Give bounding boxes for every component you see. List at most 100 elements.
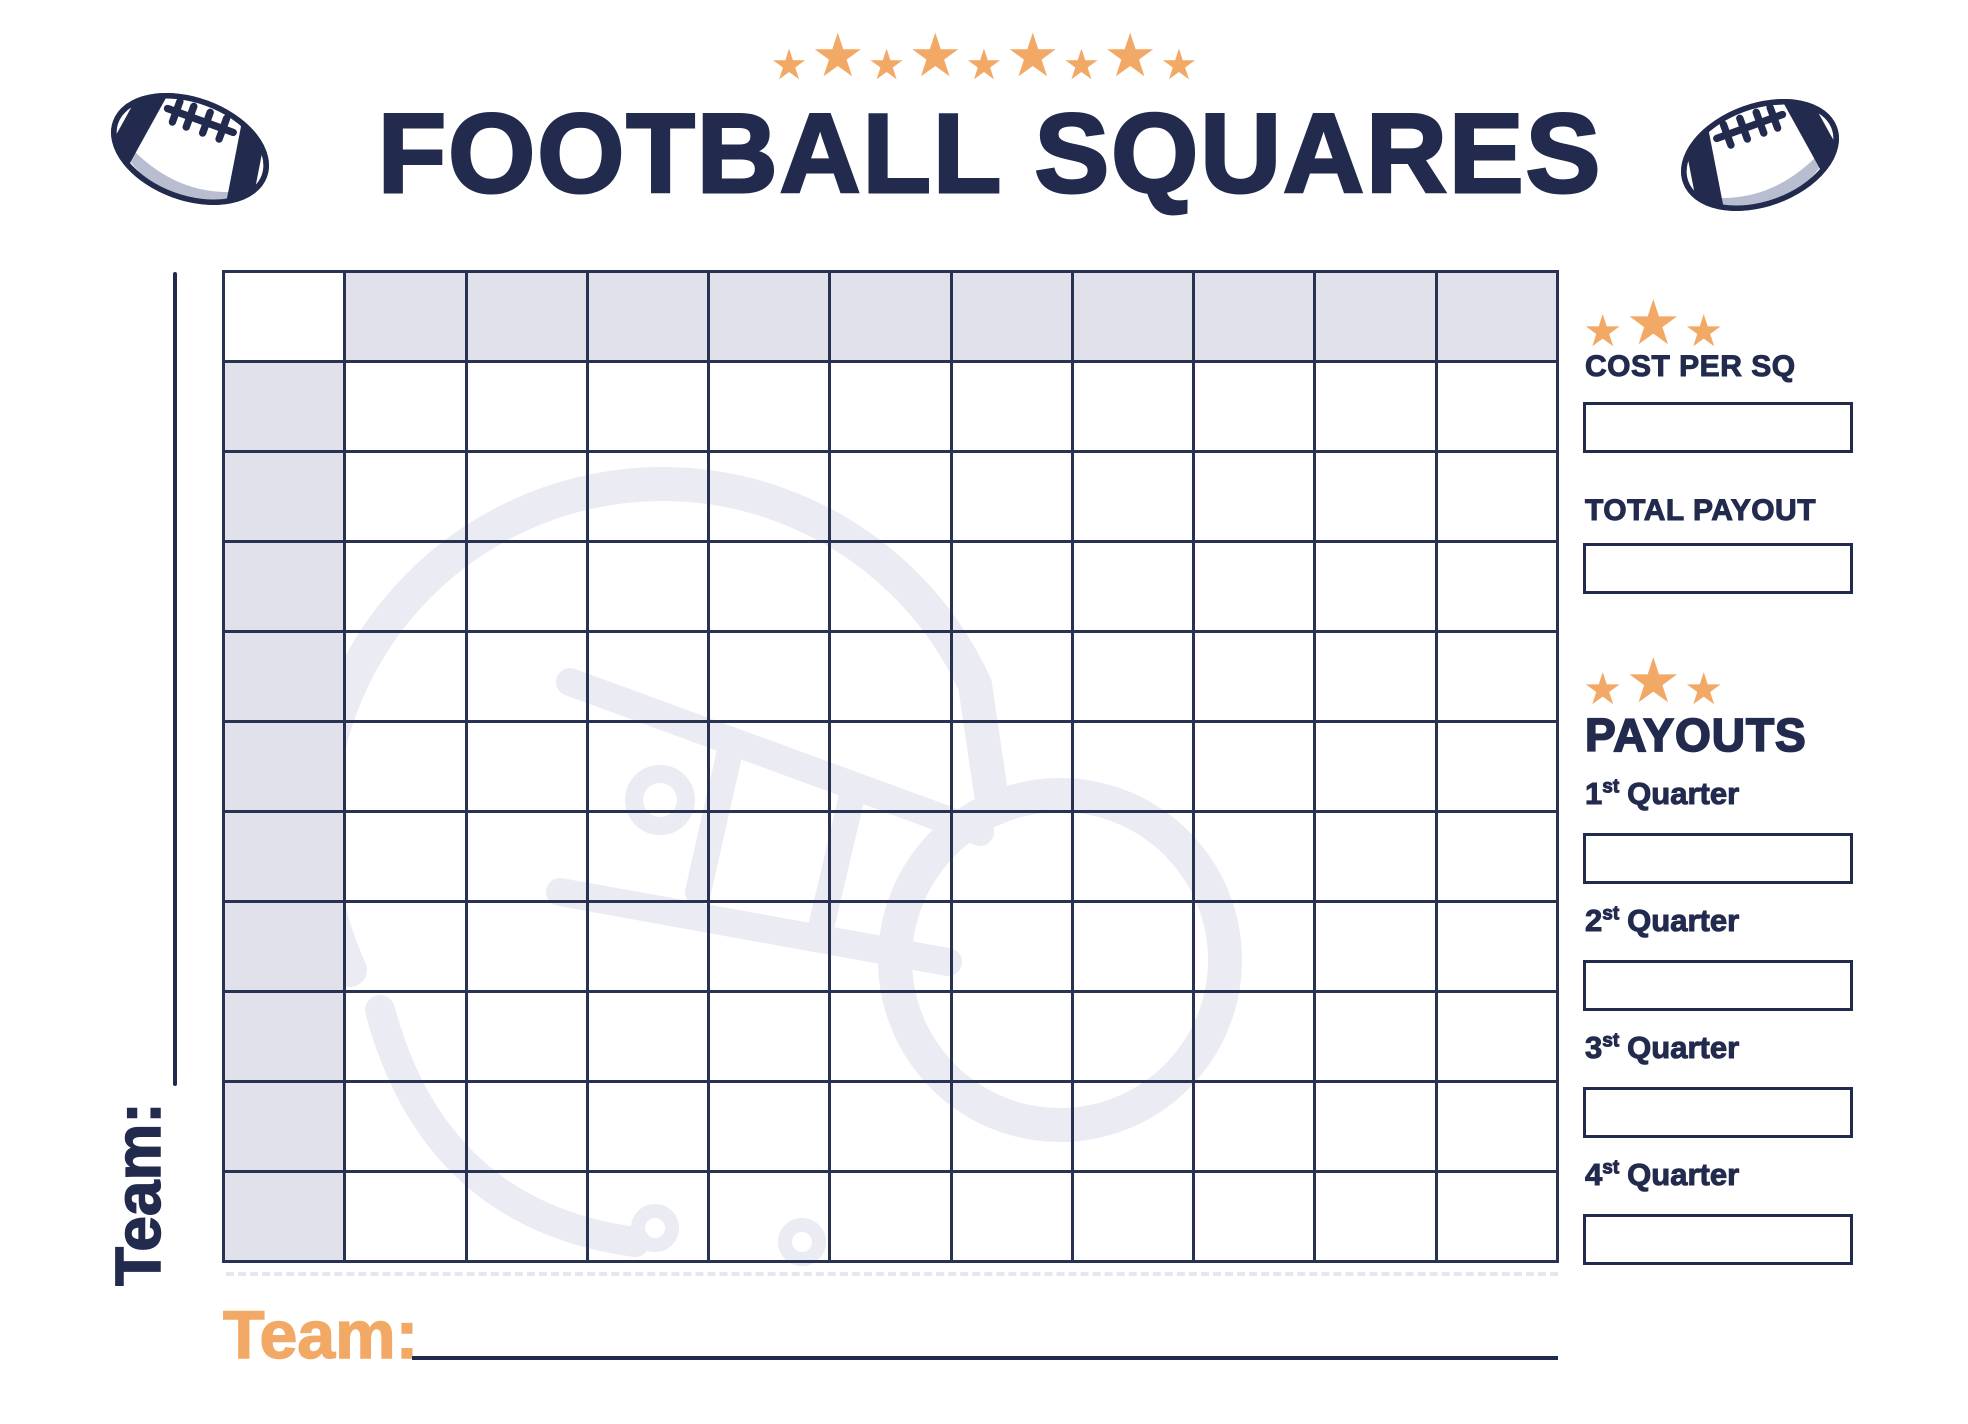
grid-cell[interactable] [1316, 993, 1438, 1083]
quarter-3-input[interactable] [1583, 1087, 1853, 1138]
grid-cell[interactable] [1437, 903, 1559, 993]
grid-header-cell-top[interactable] [1437, 273, 1559, 363]
grid-cell[interactable] [952, 723, 1074, 813]
grid-cell[interactable] [588, 813, 711, 903]
grid-corner-cell[interactable] [225, 273, 347, 363]
grid-cell[interactable] [1073, 633, 1196, 723]
grid-cell[interactable] [710, 1083, 832, 1173]
grid-cell[interactable] [831, 363, 953, 453]
grid-cell[interactable] [467, 633, 589, 723]
grid-cell[interactable] [1073, 723, 1196, 813]
grid-cell[interactable] [1316, 1083, 1438, 1173]
grid-cell[interactable] [952, 633, 1074, 723]
grid-cell[interactable] [1437, 363, 1559, 453]
grid-cell[interactable] [1073, 993, 1196, 1083]
grid-cell[interactable] [1437, 993, 1559, 1083]
grid-cell[interactable] [346, 903, 468, 993]
grid-cell[interactable] [1437, 813, 1559, 903]
grid-header-cell-top[interactable] [1073, 273, 1196, 363]
grid-cell[interactable] [952, 903, 1074, 993]
grid-cell[interactable] [346, 453, 468, 543]
grid-cell[interactable] [710, 1173, 832, 1263]
grid-cell[interactable] [1073, 1173, 1196, 1263]
grid-cell[interactable] [831, 543, 953, 633]
grid-header-cell-left[interactable] [225, 453, 347, 543]
grid-cell[interactable] [588, 723, 711, 813]
grid-cell[interactable] [1316, 723, 1438, 813]
grid-header-cell-left[interactable] [225, 903, 347, 993]
grid-cell[interactable] [467, 1173, 589, 1263]
grid-cell[interactable] [1437, 543, 1559, 633]
grid-cell[interactable] [1195, 363, 1317, 453]
grid-cell[interactable] [952, 813, 1074, 903]
grid-cell[interactable] [588, 1083, 711, 1173]
grid-cell[interactable] [588, 543, 711, 633]
grid-cell[interactable] [467, 453, 589, 543]
grid-cell[interactable] [1437, 633, 1559, 723]
grid-cell[interactable] [1195, 453, 1317, 543]
grid-cell[interactable] [346, 993, 468, 1083]
grid-cell[interactable] [710, 453, 832, 543]
grid-cell[interactable] [1316, 813, 1438, 903]
grid-cell[interactable] [952, 453, 1074, 543]
grid-cell[interactable] [710, 363, 832, 453]
grid-header-cell-top[interactable] [710, 273, 832, 363]
grid-cell[interactable] [952, 363, 1074, 453]
grid-cell[interactable] [1073, 453, 1196, 543]
grid-cell[interactable] [710, 723, 832, 813]
grid-cell[interactable] [1073, 1083, 1196, 1173]
grid-cell[interactable] [1316, 453, 1438, 543]
grid-cell[interactable] [952, 543, 1074, 633]
grid-header-cell-top[interactable] [588, 273, 711, 363]
grid-cell[interactable] [831, 723, 953, 813]
grid-cell[interactable] [952, 1083, 1074, 1173]
grid-cell[interactable] [831, 633, 953, 723]
quarter-2-input[interactable] [1583, 960, 1853, 1011]
grid-cell[interactable] [1437, 723, 1559, 813]
grid-header-cell-top[interactable] [1195, 273, 1317, 363]
grid-cell[interactable] [1316, 903, 1438, 993]
grid-cell[interactable] [588, 1173, 711, 1263]
grid-header-cell-left[interactable] [225, 723, 347, 813]
grid-cell[interactable] [346, 723, 468, 813]
grid-cell[interactable] [1316, 363, 1438, 453]
grid-cell[interactable] [831, 1083, 953, 1173]
grid-cell[interactable] [588, 993, 711, 1083]
grid-header-cell-top[interactable] [831, 273, 953, 363]
total-payout-input[interactable] [1583, 543, 1853, 594]
grid-cell[interactable] [1316, 543, 1438, 633]
grid-cell[interactable] [1195, 993, 1317, 1083]
grid-cell[interactable] [346, 813, 468, 903]
grid-header-cell-left[interactable] [225, 993, 347, 1083]
grid-cell[interactable] [346, 1083, 468, 1173]
grid-cell[interactable] [1437, 453, 1559, 543]
grid-cell[interactable] [710, 993, 832, 1083]
grid-cell[interactable] [1195, 903, 1317, 993]
grid-cell[interactable] [831, 903, 953, 993]
grid-cell[interactable] [1073, 813, 1196, 903]
grid-cell[interactable] [1195, 543, 1317, 633]
grid-header-cell-left[interactable] [225, 813, 347, 903]
grid-cell[interactable] [1195, 1173, 1317, 1263]
grid-header-cell-top[interactable] [346, 273, 468, 363]
grid-cell[interactable] [710, 813, 832, 903]
grid-cell[interactable] [346, 363, 468, 453]
grid-cell[interactable] [1195, 633, 1317, 723]
grid-cell[interactable] [1073, 363, 1196, 453]
grid-cell[interactable] [952, 993, 1074, 1083]
grid-cell[interactable] [1073, 543, 1196, 633]
grid-cell[interactable] [1195, 813, 1317, 903]
grid-header-cell-left[interactable] [225, 1173, 347, 1263]
grid-header-cell-top[interactable] [1316, 273, 1438, 363]
grid-header-cell-top[interactable] [467, 273, 589, 363]
grid-header-cell-top[interactable] [952, 273, 1074, 363]
grid-cell[interactable] [1437, 1083, 1559, 1173]
grid-header-cell-left[interactable] [225, 633, 347, 723]
grid-cell[interactable] [710, 543, 832, 633]
quarter-4-input[interactable] [1583, 1214, 1853, 1265]
grid-cell[interactable] [1316, 633, 1438, 723]
grid-cell[interactable] [467, 363, 589, 453]
grid-cell[interactable] [588, 903, 711, 993]
grid-cell[interactable] [831, 993, 953, 1083]
grid-cell[interactable] [467, 903, 589, 993]
